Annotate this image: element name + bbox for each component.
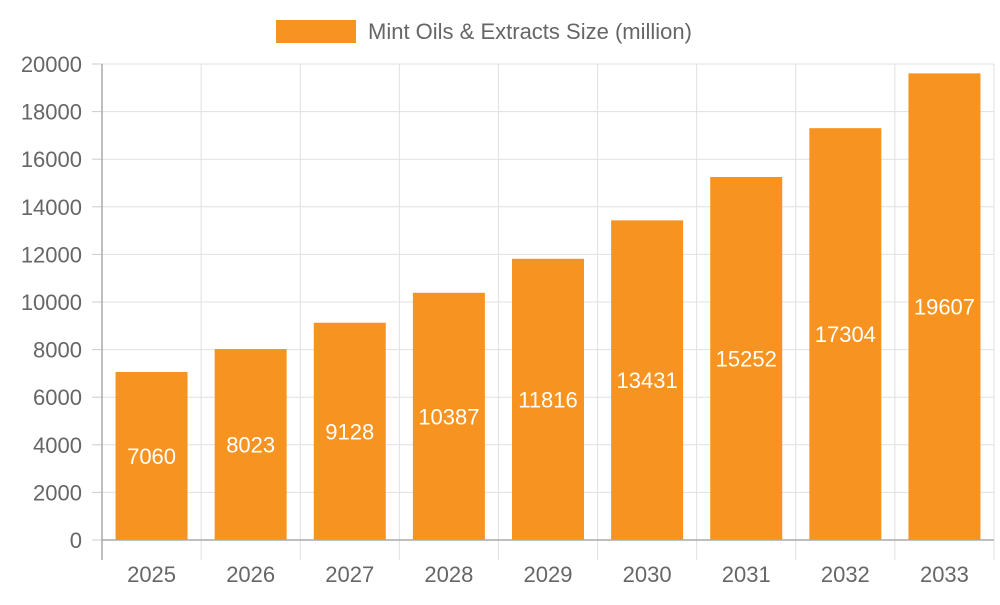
bar <box>809 128 882 540</box>
bar <box>611 220 684 540</box>
data-label: 10387 <box>418 404 479 429</box>
bar <box>214 349 287 540</box>
data-label: 7060 <box>127 444 176 469</box>
data-label: 15252 <box>716 347 777 372</box>
bar <box>115 371 188 540</box>
bar <box>908 73 981 541</box>
legend-label: Mint Oils & Extracts Size (million) <box>368 19 692 44</box>
axes: 0 2000 4000 6000 8000 10000 12000 14000 16000 180… <box>21 52 995 587</box>
x-tick-label: 2033 <box>920 562 969 587</box>
x-tick-label: 2031 <box>722 562 771 587</box>
y-tick-label: 18000 <box>21 100 82 125</box>
data-label: 8023 <box>226 433 275 458</box>
x-tick-label: 2028 <box>424 562 473 587</box>
legend[interactable]: Mint Oils & Extracts Size (million) <box>276 19 692 44</box>
y-tick-label: 14000 <box>21 195 82 220</box>
y-tick-label: 8000 <box>33 338 82 363</box>
bar <box>313 322 386 540</box>
bars: 7060 8023 9128 10387 11816 13431 15252 17304 196… <box>115 73 981 541</box>
data-label: 9128 <box>325 419 374 444</box>
bar <box>412 292 485 540</box>
y-tick-label: 4000 <box>33 433 82 458</box>
legend-swatch <box>276 20 356 43</box>
data-label: 11816 <box>518 387 578 412</box>
y-tick-label: 2000 <box>33 480 82 505</box>
y-tick-label: 0 <box>70 528 82 553</box>
y-tick-label: 16000 <box>21 147 82 172</box>
y-tick-label: 12000 <box>21 242 82 267</box>
x-tick-label: 2030 <box>623 562 672 587</box>
y-tick-label: 20000 <box>21 52 82 77</box>
data-label: 17304 <box>815 322 876 347</box>
x-tick-label: 2025 <box>127 562 176 587</box>
data-label: 13431 <box>617 368 678 393</box>
y-tick-label: 10000 <box>21 290 82 315</box>
y-tick-label: 6000 <box>33 385 82 410</box>
bar <box>512 258 584 540</box>
data-label: 19607 <box>914 295 975 320</box>
x-tick-label: 2032 <box>821 562 870 587</box>
x-tick-label: 2029 <box>524 562 573 587</box>
bar <box>710 177 783 541</box>
x-tick-label: 2027 <box>325 562 374 587</box>
x-tick-label: 2026 <box>226 562 275 587</box>
